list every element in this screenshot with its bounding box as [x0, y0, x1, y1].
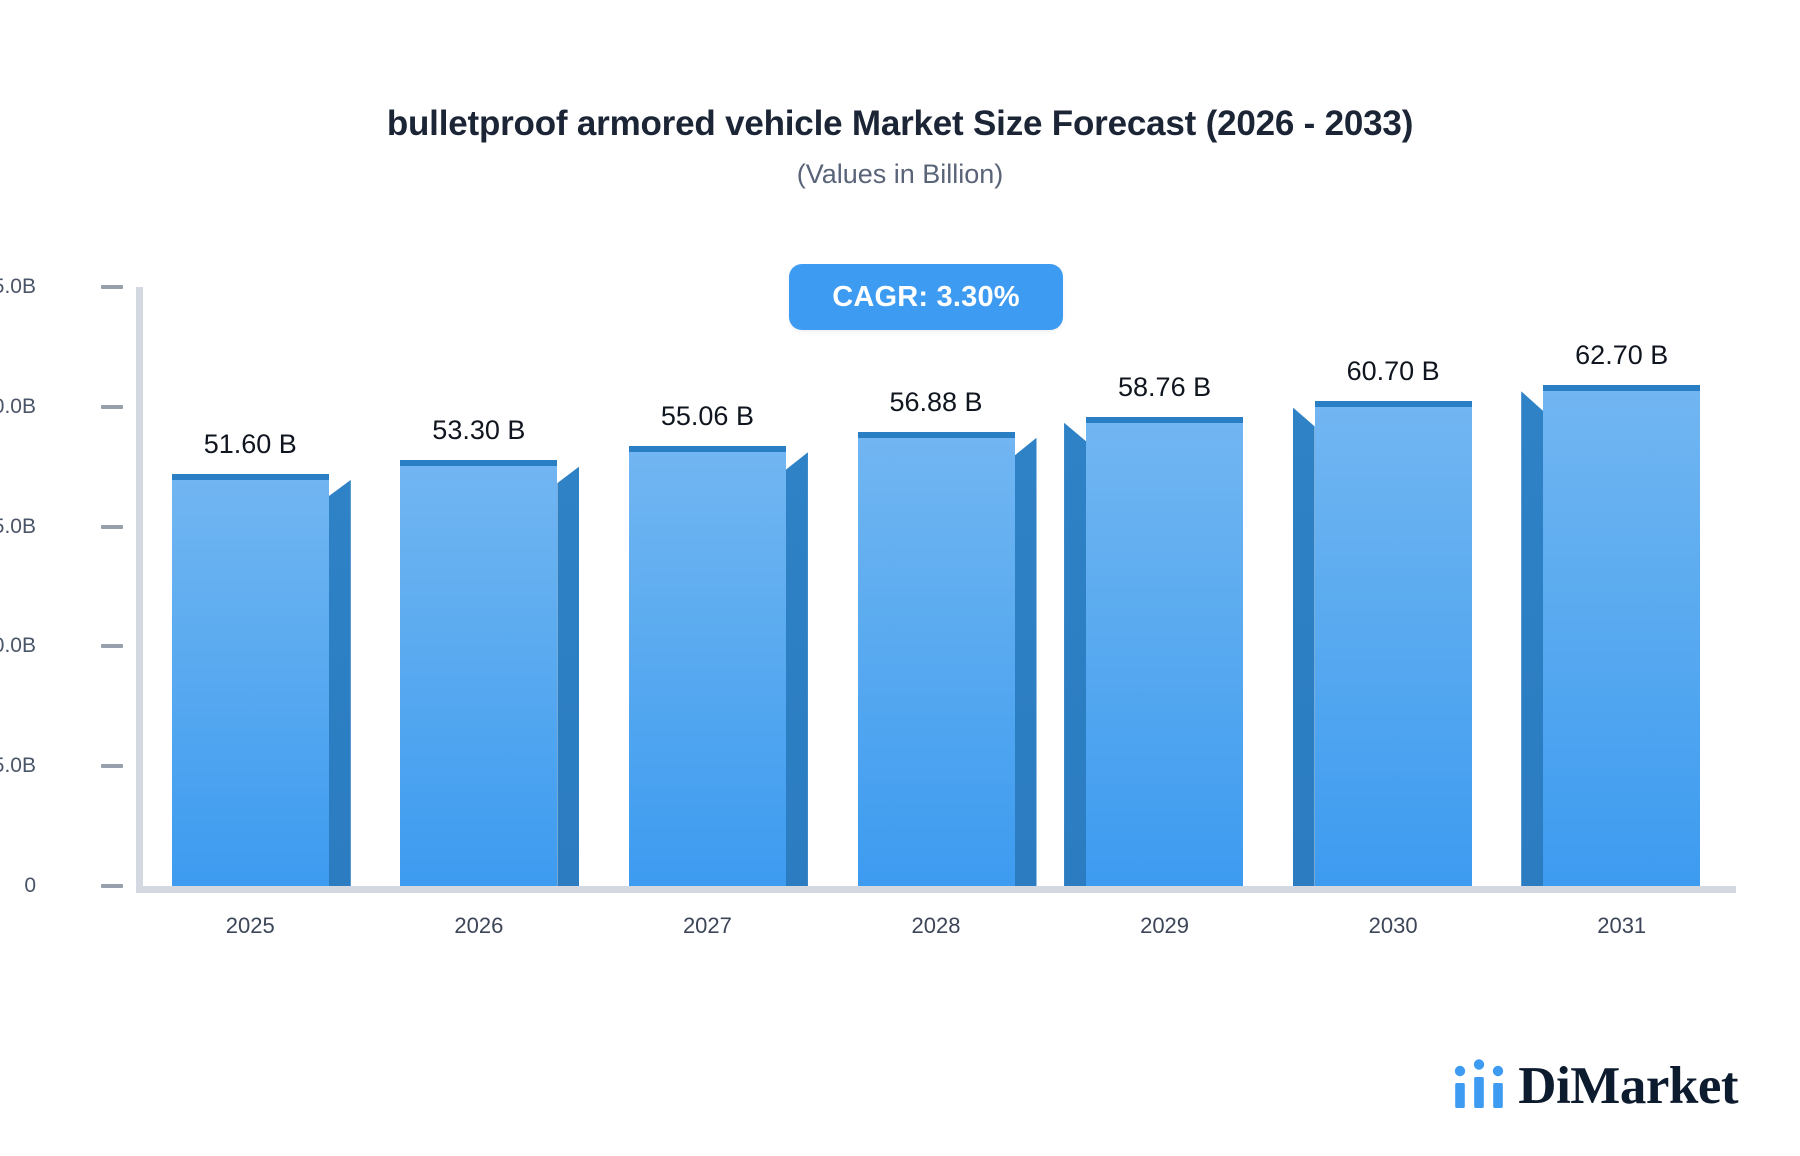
y-axis-tick-mark — [101, 524, 123, 529]
bar-value-label: 58.76 B — [1118, 371, 1212, 402]
bar-top-cap — [1314, 401, 1472, 408]
y-axis-tick-mark — [101, 644, 123, 649]
bar-side-face — [1521, 391, 1544, 886]
y-axis-tick-label: 15.0B — [0, 754, 36, 778]
cagr-badge: CAGR: 3.30% — [789, 264, 1063, 330]
x-axis-tick-label: 2030 — [1368, 913, 1418, 938]
bar-top-cap — [857, 431, 1015, 438]
bar-front-face — [1086, 416, 1244, 886]
bar-front-face — [857, 431, 1015, 886]
y-axis-tick-mark — [101, 285, 123, 289]
bar-side-face — [1014, 437, 1037, 886]
y-axis-tick-label: 75.0B — [0, 275, 36, 298]
bar-side-face — [328, 479, 351, 886]
bar-value-label: 55.06 B — [660, 401, 754, 432]
bar-top-cap — [628, 446, 786, 453]
bar-side-face — [785, 452, 808, 886]
y-axis-tick-label: 30.0B — [0, 634, 36, 658]
bar-side-face — [557, 466, 580, 886]
logo-text: DiMarket — [1518, 1057, 1738, 1115]
bar-side-face — [1064, 422, 1087, 886]
bar-front-face — [628, 446, 786, 886]
x-axis-line — [136, 886, 1736, 893]
x-axis-tick-label: 2031 — [1597, 913, 1647, 938]
cagr-badge-label: CAGR: 3.30% — [832, 280, 1020, 313]
y-axis-tick-label: 0 — [24, 874, 36, 897]
bar-value-label: 56.88 B — [889, 386, 983, 417]
x-axis-tick-label: 2026 — [454, 913, 504, 938]
bar-value-label: 62.70 B — [1575, 340, 1669, 371]
y-axis-line — [136, 287, 143, 886]
y-axis-tick-label: 60.0B — [0, 394, 36, 418]
y-axis-tick-label: 45.0B — [0, 514, 36, 538]
y-axis-tick-mark — [101, 884, 123, 888]
brand-logo: DiMarket — [1453, 1059, 1738, 1114]
bar-top-cap — [1543, 385, 1701, 392]
bar: 60.70 B — [1292, 356, 1472, 886]
bar-side-face — [1292, 407, 1315, 886]
bar-value-label: 51.60 B — [203, 428, 297, 459]
bar-top-cap — [400, 460, 558, 467]
y-axis-tick-mark — [101, 764, 123, 769]
bar-front-face — [400, 460, 558, 886]
bar: 58.76 B — [1064, 372, 1244, 886]
page-title: bulletproof armored vehicle Market Size … — [386, 104, 1414, 143]
bar-front-face — [1314, 401, 1472, 886]
bar: 53.30 B — [400, 415, 580, 886]
x-axis-tick-label: 2027 — [682, 913, 732, 938]
title-block: bulletproof armored vehicle Market Size … — [0, 104, 1800, 190]
chart-subtitle: (Values in Billion) — [796, 159, 1004, 190]
bar: 62.70 B — [1521, 340, 1701, 886]
bar: 56.88 B — [857, 387, 1037, 886]
bar-value-label: 53.30 B — [432, 415, 526, 446]
bar-front-face — [171, 473, 329, 886]
y-axis-tick-mark — [101, 404, 123, 409]
plot-area: 0 15.0B 30.0B 45.0B 60.0B 75.0B 51.60 B 53.30 … — [0, 275, 1736, 897]
x-axis-tick-label: 2029 — [1140, 913, 1190, 938]
bar-top-cap — [171, 473, 329, 480]
bar-top-cap — [1086, 416, 1244, 423]
x-axis-tick-label: 2025 — [225, 913, 275, 938]
x-axis-tick-label: 2028 — [911, 913, 961, 938]
bar: 51.60 B — [171, 429, 351, 886]
bar-chart-icon — [1453, 1059, 1507, 1114]
bar: 55.06 B — [628, 401, 808, 886]
bar-value-label: 60.70 B — [1346, 356, 1440, 387]
bar-front-face — [1543, 385, 1701, 886]
